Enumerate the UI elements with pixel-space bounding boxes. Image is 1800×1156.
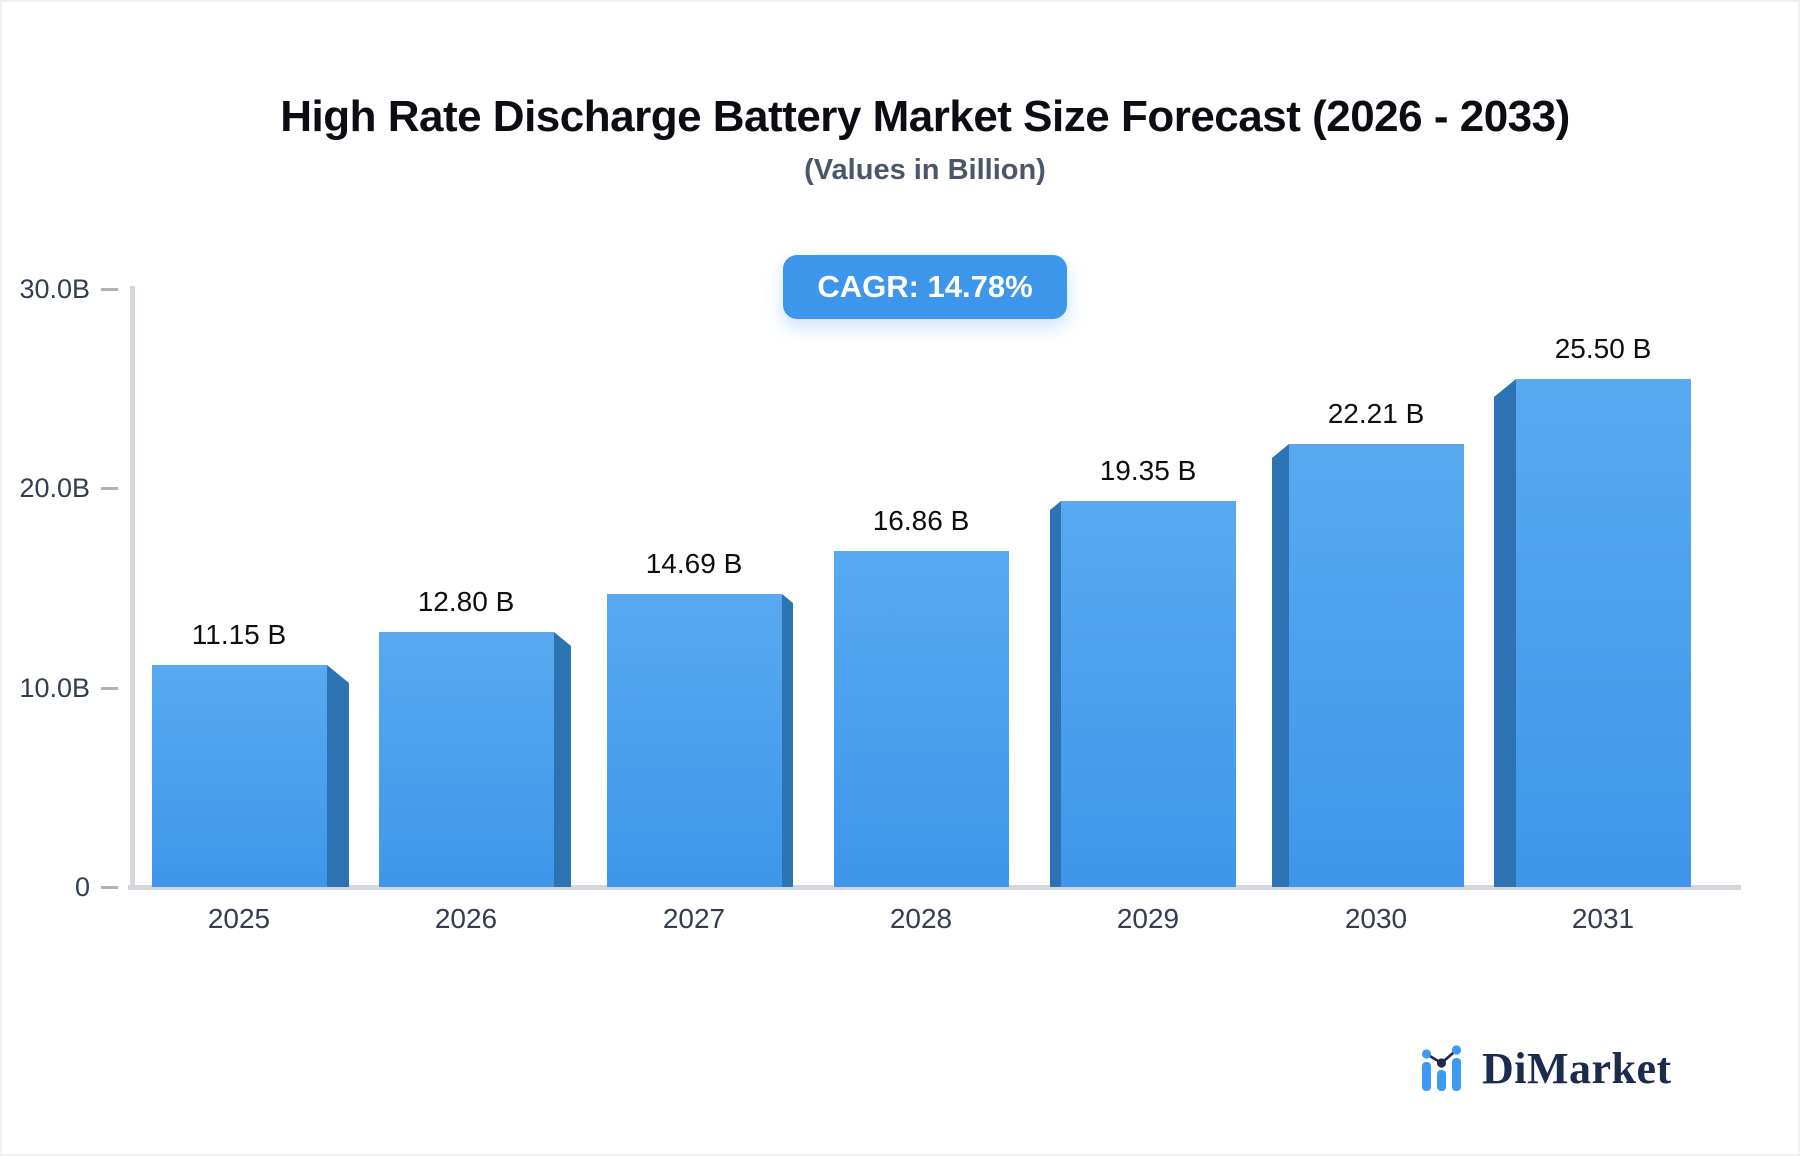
chart-header: High Rate Discharge Battery Market Size … [50, 92, 1800, 187]
bar-line-chart-icon [1421, 1045, 1462, 1091]
logo-text: DiMarket [1482, 1043, 1672, 1093]
x-axis-line [128, 885, 1741, 890]
bar [1061, 501, 1236, 887]
bar-3d-side [782, 594, 793, 887]
bar-value-label: 25.50 B [1554, 333, 1652, 364]
y-tick-label: 0 [74, 872, 90, 902]
y-tick-label: 20.0B [19, 473, 90, 503]
bar-value-label: 14.69 B [645, 548, 743, 579]
x-tick-label: 2031 [1571, 903, 1635, 934]
chart-subtitle: (Values in Billion) [804, 154, 1046, 186]
x-tick-label: 2027 [662, 903, 726, 934]
x-tick-label: 2029 [1116, 903, 1180, 934]
bar-3d-side [1272, 444, 1289, 887]
x-tick-label: 2030 [1344, 903, 1408, 934]
bar [834, 551, 1009, 887]
x-tick-label: 2025 [207, 903, 271, 934]
bar-3d-side [1050, 501, 1061, 887]
bar-value-label: 22.21 B [1327, 398, 1425, 429]
y-tick-label: 30.0B [19, 274, 90, 304]
bar-3d-side [554, 632, 571, 887]
bar-value-label: 16.86 B [872, 505, 970, 536]
dimarket-logo: DiMarket [1420, 1040, 1672, 1096]
y-tick-mark [101, 687, 118, 690]
bar-3d-side [327, 665, 349, 887]
bar [379, 632, 554, 887]
bar-value-label: 12.80 B [417, 586, 515, 617]
bar [607, 594, 782, 887]
cagr-badge: CAGR: 14.78% [783, 255, 1067, 319]
bar-3d-side [1494, 379, 1516, 887]
bar [1289, 444, 1464, 887]
chart-title: High Rate Discharge Battery Market Size … [280, 92, 1570, 141]
bar-value-label: 19.35 B [1099, 455, 1197, 486]
y-axis-line [130, 286, 135, 889]
y-tick-mark [101, 288, 118, 291]
bar [152, 665, 327, 887]
bar-value-label: 11.15 B [191, 619, 287, 650]
y-tick-mark [101, 886, 118, 889]
y-tick-label: 10.0B [19, 673, 90, 703]
x-tick-label: 2026 [434, 903, 498, 934]
x-tick-label: 2028 [889, 903, 953, 934]
bar [1516, 379, 1691, 887]
y-tick-mark [101, 487, 118, 490]
